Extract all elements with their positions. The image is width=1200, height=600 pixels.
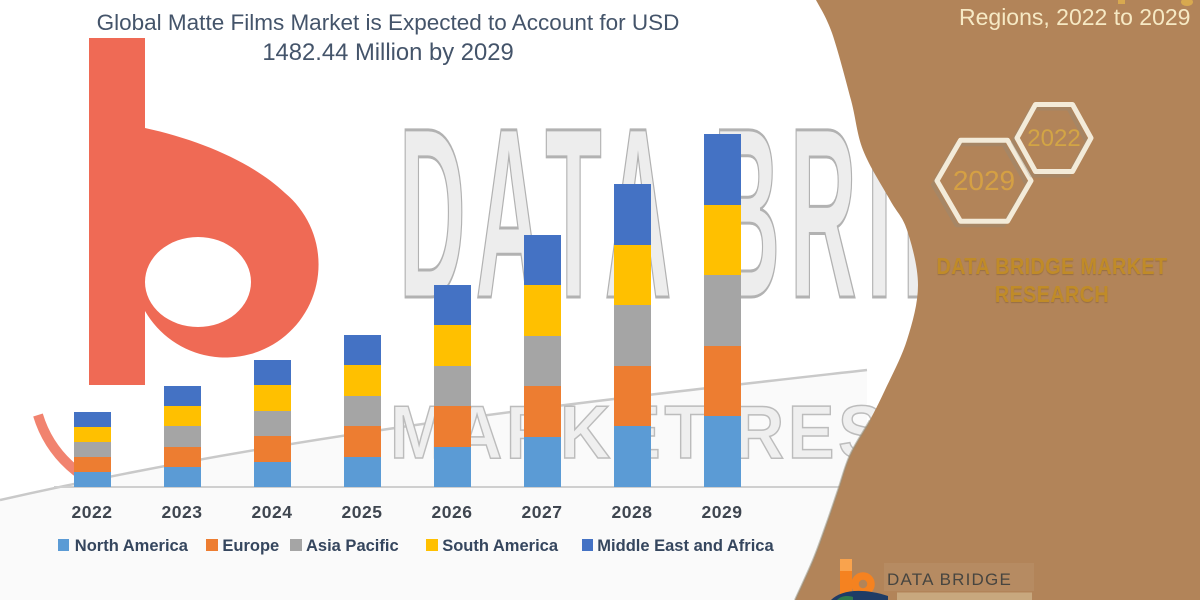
svg-text:2029: 2029 [953, 165, 1015, 196]
svg-text:2022: 2022 [1027, 125, 1080, 152]
